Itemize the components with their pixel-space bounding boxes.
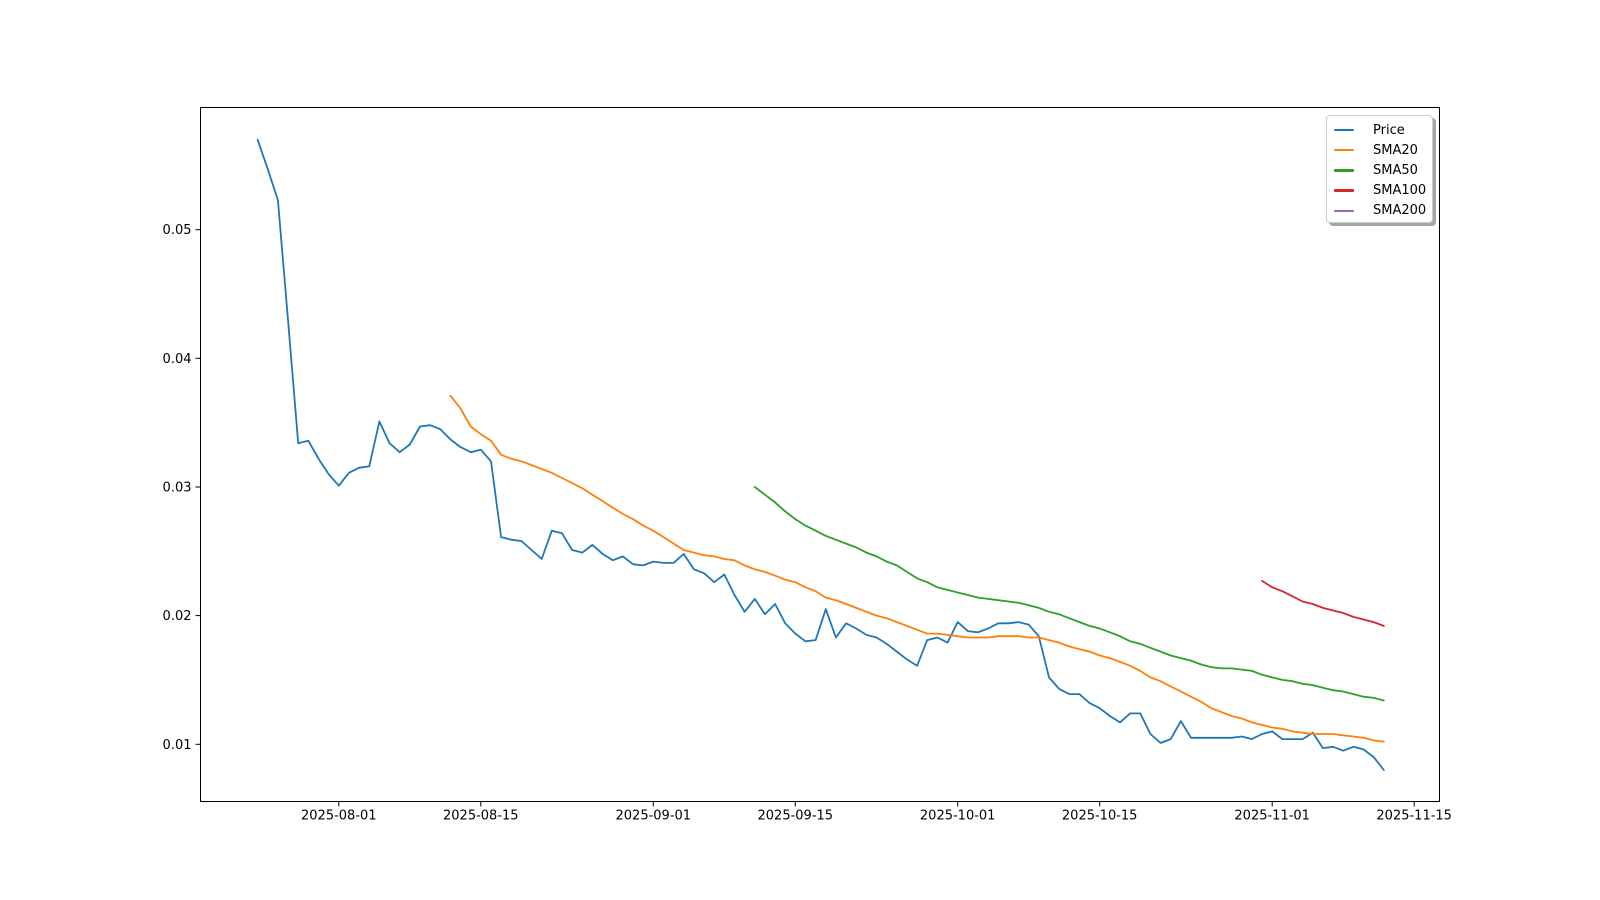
legend-item-label: SMA200 (1373, 203, 1427, 219)
legend-line-sample-icon (1334, 149, 1354, 152)
legend-item-label: SMA20 (1373, 142, 1418, 158)
axes-spines (200, 107, 1440, 802)
legend-item-label: Price (1373, 122, 1405, 138)
legend-line-sample-icon (1334, 128, 1354, 132)
series-line-sma20 (449, 394, 1385, 743)
legend-item-price: Price (1334, 120, 1432, 140)
legend-item-sma20: SMA20 (1334, 140, 1432, 160)
series-line-sma50 (753, 486, 1385, 702)
legend-item-sma50: SMA50 (1334, 160, 1432, 180)
legend-line-sample-icon (1334, 169, 1354, 172)
x-tick-label: 2025-10-01 (920, 809, 996, 824)
y-tick-label: 0.04 (163, 352, 192, 367)
x-tick-label: 2025-11-15 (1376, 809, 1452, 824)
series-line-sma100 (1261, 580, 1385, 627)
legend-item-label: SMA50 (1373, 162, 1418, 178)
legend-item-label: SMA100 (1373, 183, 1427, 199)
series-line-price (256, 138, 1385, 771)
legend-item-sma100: SMA100 (1334, 181, 1432, 201)
x-tick-label: 2025-09-01 (616, 809, 692, 824)
x-tick-label: 2025-09-15 (758, 809, 834, 824)
legend-line-sample-icon (1334, 209, 1354, 213)
x-tick-label: 2025-08-01 (301, 809, 377, 824)
legend-line-sample-icon (1334, 189, 1354, 192)
y-tick-label: 0.03 (163, 481, 192, 496)
y-tick-label: 0.05 (163, 223, 192, 238)
x-tick-label: 2025-11-01 (1234, 809, 1310, 824)
x-tick-label: 2025-10-15 (1062, 809, 1138, 824)
x-tick-label: 2025-08-15 (443, 809, 519, 824)
y-tick-label: 0.01 (163, 738, 192, 753)
legend-item-sma200: SMA200 (1334, 201, 1432, 221)
y-tick-label: 0.02 (163, 609, 192, 624)
legend: Price SMA20 SMA50 SMA100 SMA200 (1326, 115, 1433, 223)
